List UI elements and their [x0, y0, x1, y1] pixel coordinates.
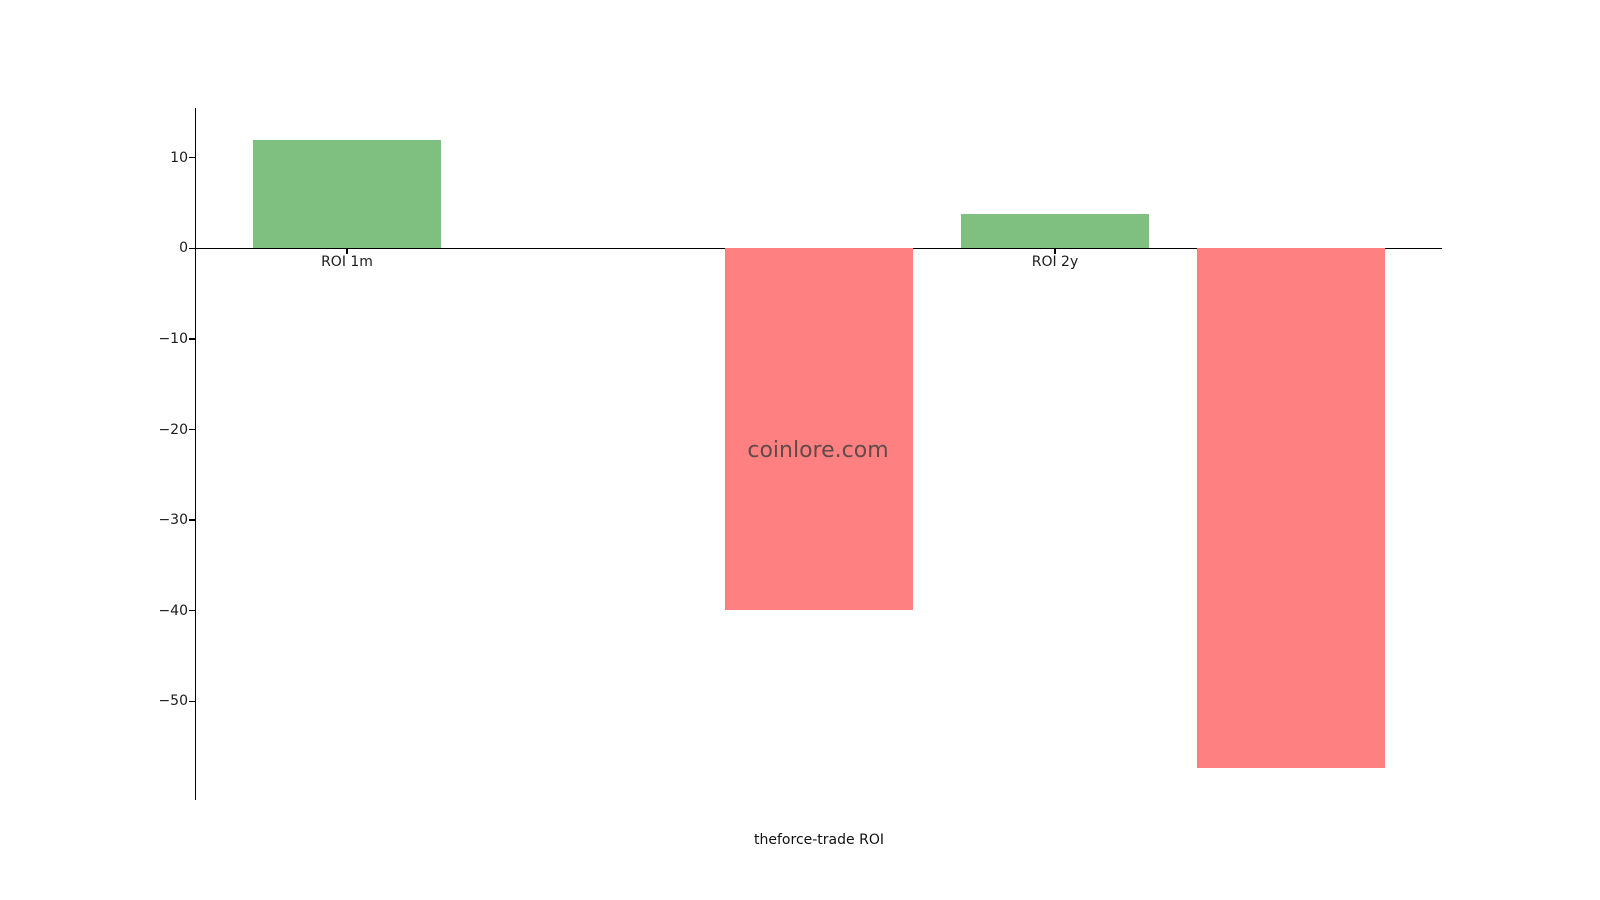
x-tickmark: [346, 248, 348, 254]
x-tick-label: ROI 1m: [321, 254, 373, 271]
y-tick-label: −20: [158, 421, 188, 438]
y-tickmark: [189, 700, 195, 702]
bar: [252, 139, 442, 249]
y-tickmark: [189, 519, 195, 521]
y-tick-label: −10: [158, 330, 188, 347]
y-axis-spine: [194, 108, 196, 800]
chart-title: theforce-trade ROI: [754, 832, 884, 848]
y-tickmark: [189, 428, 195, 431]
bar: [724, 248, 914, 610]
y-tick-label: −40: [158, 602, 188, 619]
y-tickmark: [189, 157, 195, 159]
y-tick-label: −30: [158, 512, 188, 529]
y-tickmark: [189, 338, 195, 340]
watermark-text: coinlore.com: [747, 438, 889, 463]
y-tickmark: [189, 247, 195, 250]
y-tick-label: 0: [179, 240, 188, 257]
bar: [1196, 248, 1386, 769]
y-tick-label: 10: [170, 149, 188, 166]
x-tick-label: ROI 2y: [1031, 254, 1079, 271]
x-tickmark: [1054, 248, 1056, 254]
bar: [960, 213, 1150, 249]
y-tickmark: [189, 610, 195, 612]
x-axis-line: [196, 247, 1442, 250]
y-tick-label: −50: [158, 693, 188, 710]
